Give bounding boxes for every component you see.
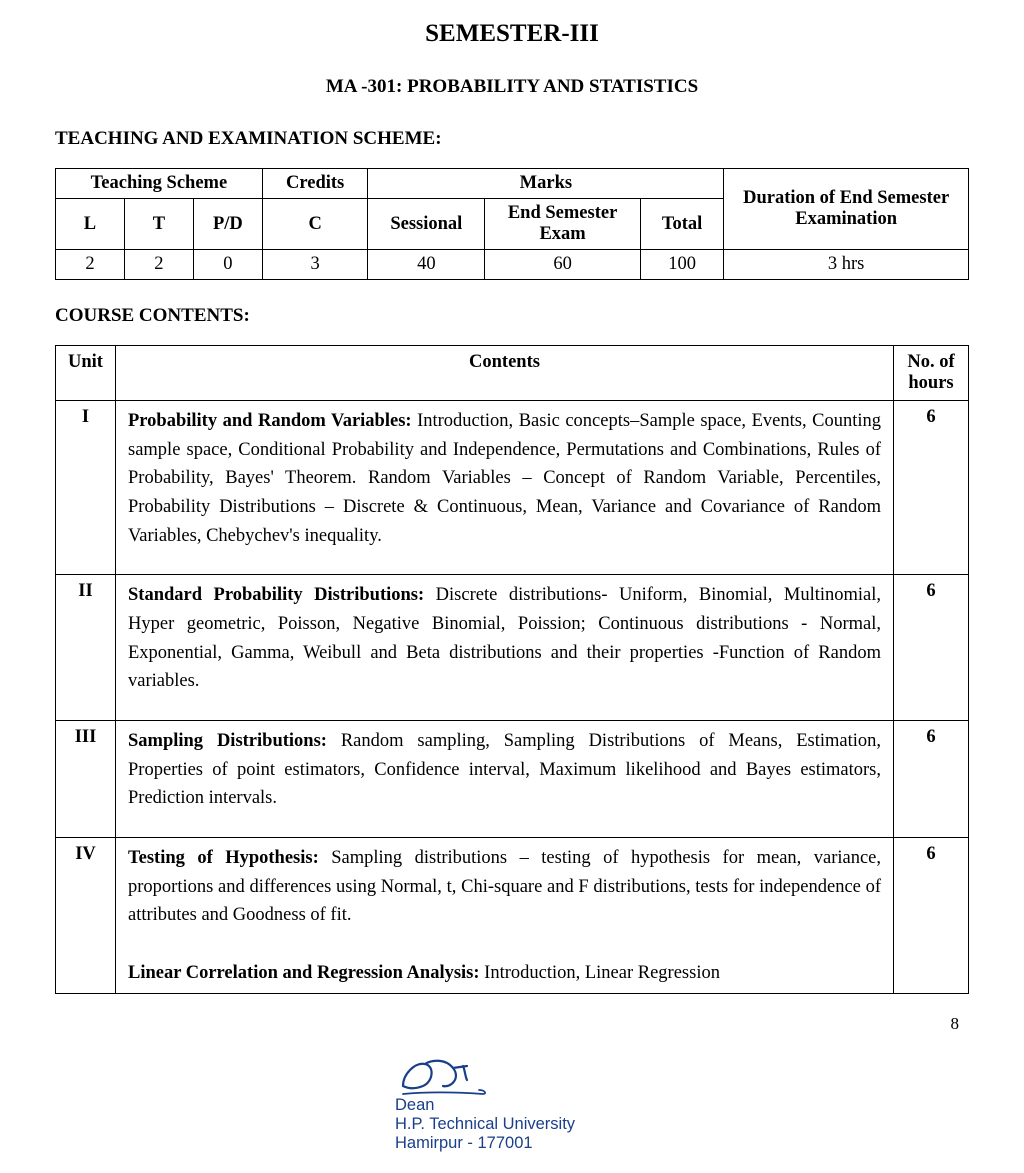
val-total: 100 — [640, 250, 723, 280]
table-row: IV Testing of Hypothesis: Sampling distr… — [56, 838, 969, 994]
th-unit: Unit — [56, 346, 116, 401]
val-L: 2 — [56, 250, 125, 280]
hours-2: 6 — [894, 575, 969, 721]
hours-3: 6 — [894, 721, 969, 838]
content-3-bold: Sampling Distributions: — [128, 731, 341, 751]
val-duration: 3 hrs — [724, 250, 969, 280]
table-row: III Sampling Distributions: Random sampl… — [56, 721, 969, 838]
val-end-sem: 60 — [485, 250, 641, 280]
th-contents: Contents — [116, 346, 894, 401]
course-contents-table: Unit Contents No. of hours I Probability… — [55, 345, 969, 994]
content-1-text: Introduction, Basic concepts–Sample spac… — [128, 411, 881, 546]
th-duration: Duration of End Semester Examination — [724, 169, 969, 250]
footer-dean: Dean — [395, 1096, 969, 1115]
content-1: Probability and Random Variables: Introd… — [116, 401, 894, 575]
scheme-heading: TEACHING AND EXAMINATION SCHEME: — [55, 128, 969, 150]
content-4: Testing of Hypothesis: Sampling distribu… — [116, 838, 894, 994]
hours-1: 6 — [894, 401, 969, 575]
val-T: 2 — [124, 250, 193, 280]
content-4-bold2: Linear Correlation and Regression Analys… — [128, 963, 484, 983]
val-PD: 0 — [193, 250, 262, 280]
th-credits: Credits — [262, 169, 368, 199]
th-total: Total — [640, 199, 723, 250]
page-title: SEMESTER-III — [55, 20, 969, 48]
contents-heading: COURSE CONTENTS: — [55, 305, 969, 327]
content-2: Standard Probability Distributions: Disc… — [116, 575, 894, 721]
val-C: 3 — [262, 250, 368, 280]
content-4-bold: Testing of Hypothesis: — [128, 848, 331, 868]
page-number: 8 — [55, 1014, 969, 1034]
footer-address: Hamirpur - 177001 — [395, 1134, 969, 1153]
unit-4: IV — [56, 838, 116, 994]
th-T: T — [124, 199, 193, 250]
th-marks: Marks — [368, 169, 724, 199]
th-sessional: Sessional — [368, 199, 485, 250]
course-subtitle: MA -301: PROBABILITY AND STATISTICS — [55, 76, 969, 98]
table-row: I Probability and Random Variables: Intr… — [56, 401, 969, 575]
footer-university: H.P. Technical University — [395, 1115, 969, 1134]
th-teaching: Teaching Scheme — [56, 169, 263, 199]
val-sessional: 40 — [368, 250, 485, 280]
content-1-bold: Probability and Random Variables: — [128, 411, 417, 431]
unit-3: III — [56, 721, 116, 838]
th-PD: P/D — [193, 199, 262, 250]
unit-1: I — [56, 401, 116, 575]
footer: Dean H.P. Technical University Hamirpur … — [55, 1052, 969, 1153]
teaching-scheme-table: Teaching Scheme Credits Marks Duration o… — [55, 168, 969, 280]
content-3: Sampling Distributions: Random sampling,… — [116, 721, 894, 838]
th-hours: No. of hours — [894, 346, 969, 401]
table-row: II Standard Probability Distributions: D… — [56, 575, 969, 721]
th-L: L — [56, 199, 125, 250]
unit-2: II — [56, 575, 116, 721]
content-2-bold: Standard Probability Distributions: — [128, 585, 436, 605]
th-end-sem: End Semester Exam — [485, 199, 641, 250]
th-C: C — [262, 199, 368, 250]
signature-icon — [395, 1052, 515, 1100]
hours-4: 6 — [894, 838, 969, 994]
content-4-text2: Introduction, Linear Regression — [484, 963, 720, 983]
